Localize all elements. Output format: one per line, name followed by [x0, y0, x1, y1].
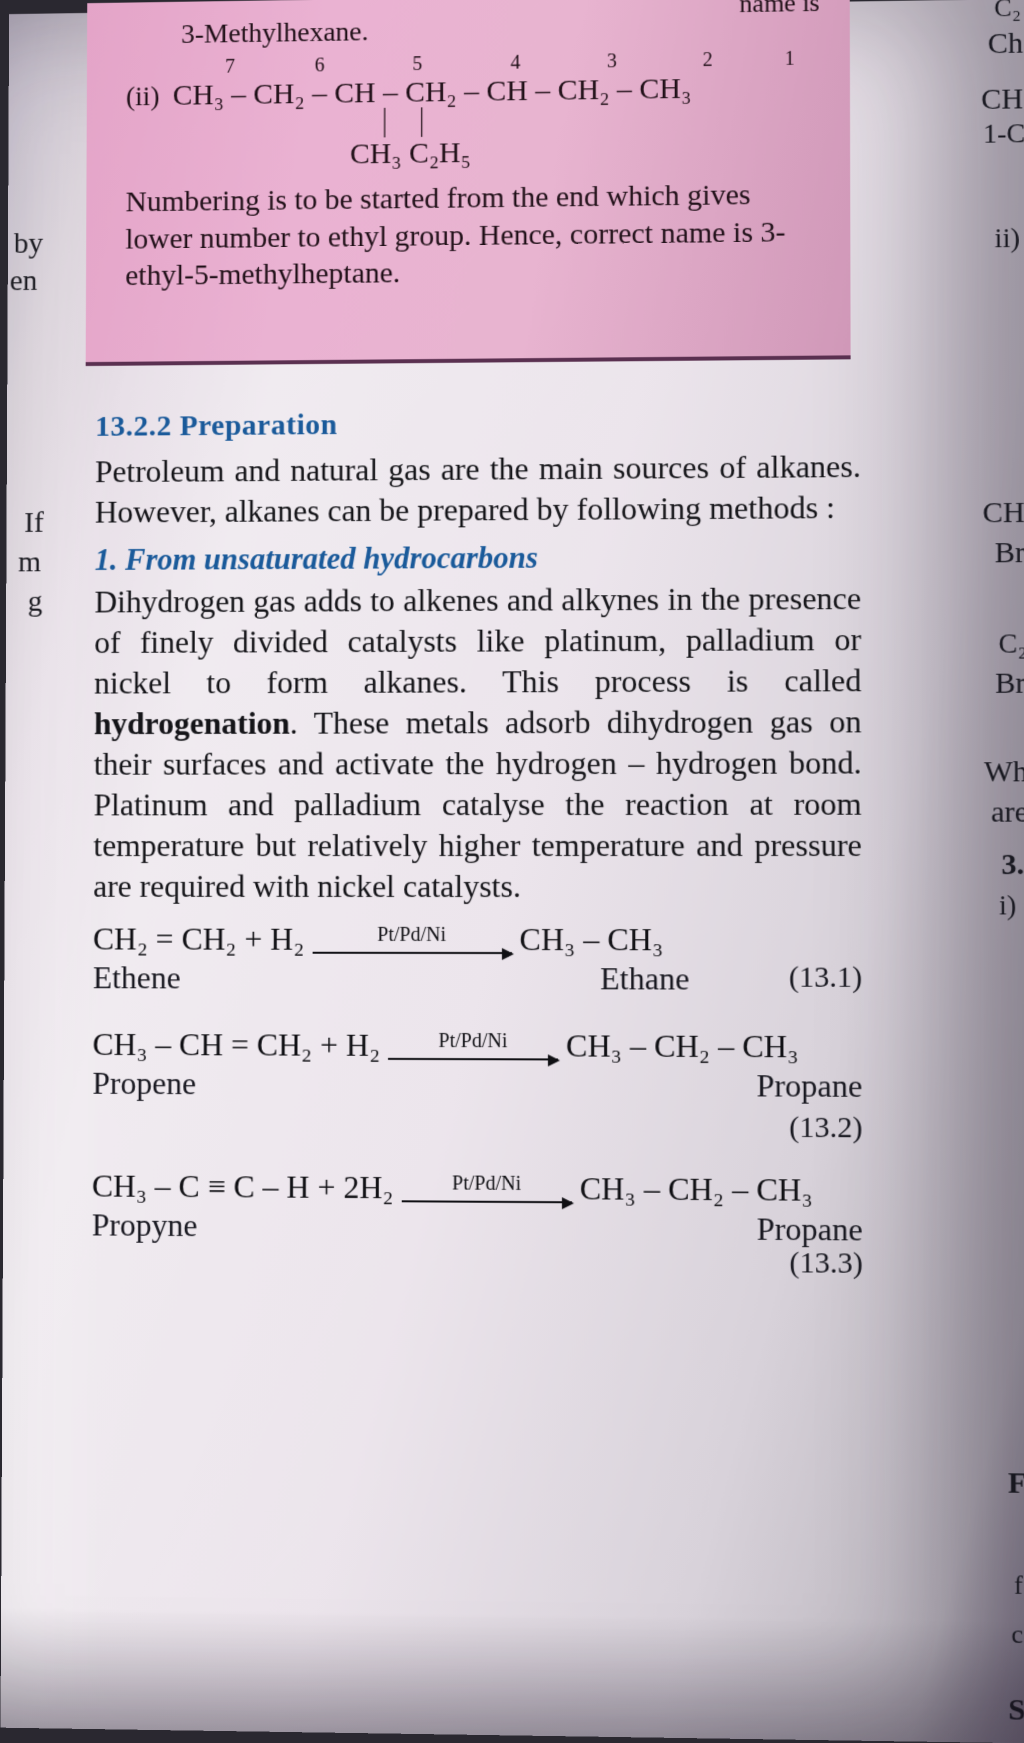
- margin-text: If: [24, 506, 44, 540]
- catalyst-label: Pt/Pd/Ni: [402, 1172, 572, 1196]
- margin-text: ii): [995, 223, 1020, 255]
- equation-2: CH₃ – CH = CH₂ + H₂ Pt/Pd/Ni CH₃ – CH₂ –…: [92, 1026, 862, 1066]
- margin-text: 3.: [1001, 848, 1024, 882]
- margin-text: Br: [995, 667, 1024, 701]
- reaction-arrow-icon: [312, 951, 511, 953]
- eq-rhs: CH₃ – CH₂ – CH₃: [580, 1170, 813, 1208]
- carbon-num: 1: [760, 48, 820, 72]
- margin-text: f: [1014, 1570, 1023, 1601]
- margin-text: 1-C: [983, 118, 1024, 150]
- text-run: Dihydrogen gas adds to alkenes and alkyn…: [94, 580, 861, 700]
- margin-text: C₂: [994, 0, 1021, 23]
- eq-rhs: CH₃ – CH₃: [520, 921, 664, 957]
- page-shadow: [0, 1607, 1024, 1743]
- compound-name: Propyne: [92, 1206, 271, 1244]
- carbon-num: 4: [468, 51, 563, 75]
- equation-1: CH₂ = CH₂ + H₂ Pt/Pd/Ni CH₃ – CH₃: [93, 920, 862, 958]
- corner-text: name is: [739, 0, 819, 19]
- margin-text: S: [1008, 1693, 1024, 1728]
- example-prev-answer: 3-Methylhexane.: [126, 10, 820, 52]
- equation-number: (13.2): [771, 1110, 862, 1145]
- compound-name: Propene: [92, 1064, 270, 1102]
- compound-name: Propane: [691, 1210, 863, 1248]
- textbook-page: by en If m g C₂ Ch CH 1-C ii) CH Br C₂ B…: [0, 0, 1024, 1743]
- margin-text: CH: [983, 496, 1024, 530]
- carbon-num: 2: [661, 49, 755, 73]
- catalyst-label: Pt/Pd/Ni: [388, 1029, 558, 1053]
- margin-text: m: [18, 546, 41, 580]
- carbon-num: 3: [568, 50, 656, 74]
- equation-number: (13.3): [772, 1245, 863, 1280]
- margin-text: Br: [995, 536, 1024, 570]
- example-explanation: Numbering is to be started from the end …: [125, 176, 820, 295]
- structural-formula: 7 6 5 4 3 2 1 (ii) CH₃ – CH₂ – CH – CH₂ …: [126, 48, 820, 174]
- compound-name: Ethene: [93, 959, 251, 996]
- eq-lhs: CH₃ – CH = CH₂ + H₂: [93, 1026, 381, 1063]
- reaction-arrow-icon: [402, 1200, 572, 1203]
- subheading: 1. From unsaturated hydrocarbons: [95, 538, 862, 578]
- compound-name: Ethane: [600, 960, 771, 998]
- eq-lhs: CH₃ – C ≡ C – H + 2H₂: [92, 1167, 394, 1205]
- margin-text: g: [28, 585, 43, 619]
- compound-name: Propane: [691, 1066, 863, 1104]
- reaction-arrow-icon: [388, 1057, 558, 1060]
- margin-text: c: [1011, 1619, 1023, 1650]
- bold-term: hydrogenation: [94, 705, 290, 741]
- example-box: name is 3-Methylhexane. 7 6 5 4 3 2 1 (i…: [86, 0, 851, 366]
- main-column: 13.2.2 Preparation Petroleum and natural…: [92, 394, 863, 1280]
- carbon-num: 7: [193, 56, 268, 80]
- eq-lhs: CH₂ = CH₂ + H₂: [93, 920, 304, 956]
- margin-text: Wh: [984, 755, 1024, 789]
- eq-rhs: CH₃ – CH₂ – CH₃: [566, 1027, 798, 1064]
- margin-text: i): [999, 890, 1017, 922]
- margin-text: are: [991, 795, 1024, 829]
- equation-3: CH₃ – C ≡ C – H + 2H₂ Pt/Pd/Ni CH₃ – CH₂…: [92, 1167, 863, 1209]
- paragraph: Dihydrogen gas adds to alkenes and alkyn…: [93, 578, 862, 907]
- main-chain: CH₃ – CH₂ – CH – CH₂ – CH – CH₂ – CH₃: [173, 72, 692, 112]
- margin-text: Ch: [988, 27, 1023, 61]
- equation-number: (13.1): [771, 960, 862, 997]
- margin-text: en: [10, 264, 38, 298]
- paragraph: Petroleum and natural gas are the main s…: [95, 446, 861, 532]
- catalyst-label: Pt/Pd/Ni: [312, 923, 511, 946]
- section-heading: 13.2.2 Preparation: [95, 404, 861, 444]
- margin-text: by: [14, 227, 43, 261]
- carbon-num: 6: [272, 54, 367, 78]
- margin-text: C₂: [999, 628, 1024, 660]
- item-number: (ii): [126, 82, 160, 113]
- margin-text: CH: [981, 82, 1023, 116]
- margin-text: F: [1008, 1466, 1024, 1501]
- carbon-num: 5: [372, 53, 463, 77]
